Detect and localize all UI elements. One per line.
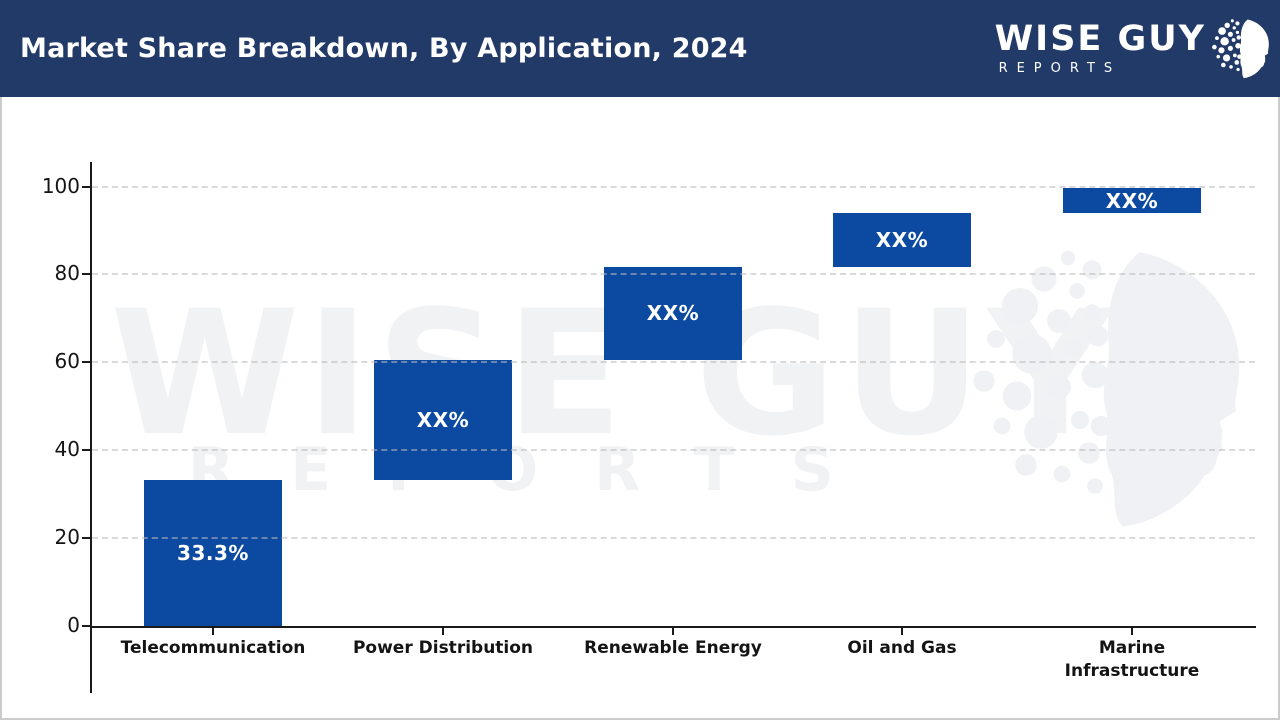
- x-tick-label: Renewable Energy: [584, 638, 762, 658]
- watermark-subtitle: REPORTS: [188, 435, 890, 505]
- gridline: [92, 537, 1255, 540]
- y-tick-label: 40: [54, 437, 80, 462]
- logo-wordmark: WISE GUY: [994, 18, 1206, 59]
- y-tick-mark: [82, 449, 90, 452]
- x-tick-mark: [442, 628, 444, 635]
- x-tick-mark: [1131, 628, 1133, 635]
- gridline: [92, 273, 1255, 276]
- x-tick-label: Marine Infrastructure: [1064, 638, 1200, 681]
- logo-head-icon: [1208, 9, 1272, 89]
- bar-value-label: XX%: [416, 407, 470, 432]
- x-axis: [90, 626, 1256, 628]
- y-tick-label: 60: [54, 349, 80, 374]
- bar-value-label: 33.3%: [177, 540, 249, 565]
- y-tick-mark: [82, 185, 90, 188]
- y-axis: [90, 162, 92, 693]
- y-tick-label: 0: [67, 613, 80, 637]
- gridline: [92, 361, 1255, 364]
- report-header: Market Share Breakdown, By Application, …: [0, 0, 1280, 97]
- chart-bar: XX%: [833, 213, 971, 267]
- x-tick-label: Power Distribution: [352, 638, 534, 658]
- bar-value-label: XX%: [646, 301, 700, 326]
- logo-subtitle: REPORTS: [998, 60, 1122, 76]
- chart-bar: 33.3%: [144, 479, 282, 626]
- x-tick-mark: [901, 628, 903, 635]
- page-title: Market Share Breakdown, By Application, …: [20, 33, 748, 64]
- y-tick-mark: [82, 273, 90, 276]
- y-tick-label: 20: [54, 525, 80, 550]
- watermark-head-icon: [954, 215, 1254, 565]
- bar-value-label: XX%: [875, 228, 929, 253]
- x-tick-label: Oil and Gas: [847, 638, 957, 658]
- y-tick-label: 80: [54, 261, 80, 286]
- y-tick-label: 100: [41, 173, 80, 198]
- gridline: [92, 185, 1255, 188]
- y-tick-mark: [82, 625, 90, 627]
- y-tick-mark: [82, 361, 90, 364]
- chart-bar: XX%: [604, 266, 742, 360]
- x-tick-mark: [672, 628, 674, 635]
- wiseguy-logo: WISE GUY REPORTS: [995, 9, 1272, 89]
- chart-bar: XX%: [374, 359, 512, 480]
- logo-text: WISE GUY REPORTS: [994, 18, 1206, 76]
- chart-bar: XX%: [1063, 188, 1201, 214]
- bar-value-label: XX%: [1105, 188, 1159, 213]
- x-tick-mark: [212, 628, 214, 635]
- x-tick-label: Telecommunication: [120, 638, 306, 658]
- chart-area: WISE GUY REPORTS 0 20 40 60 80 100 33.3% XX% XX%…: [0, 97, 1280, 720]
- y-tick-mark: [82, 537, 90, 540]
- gridline: [92, 449, 1255, 452]
